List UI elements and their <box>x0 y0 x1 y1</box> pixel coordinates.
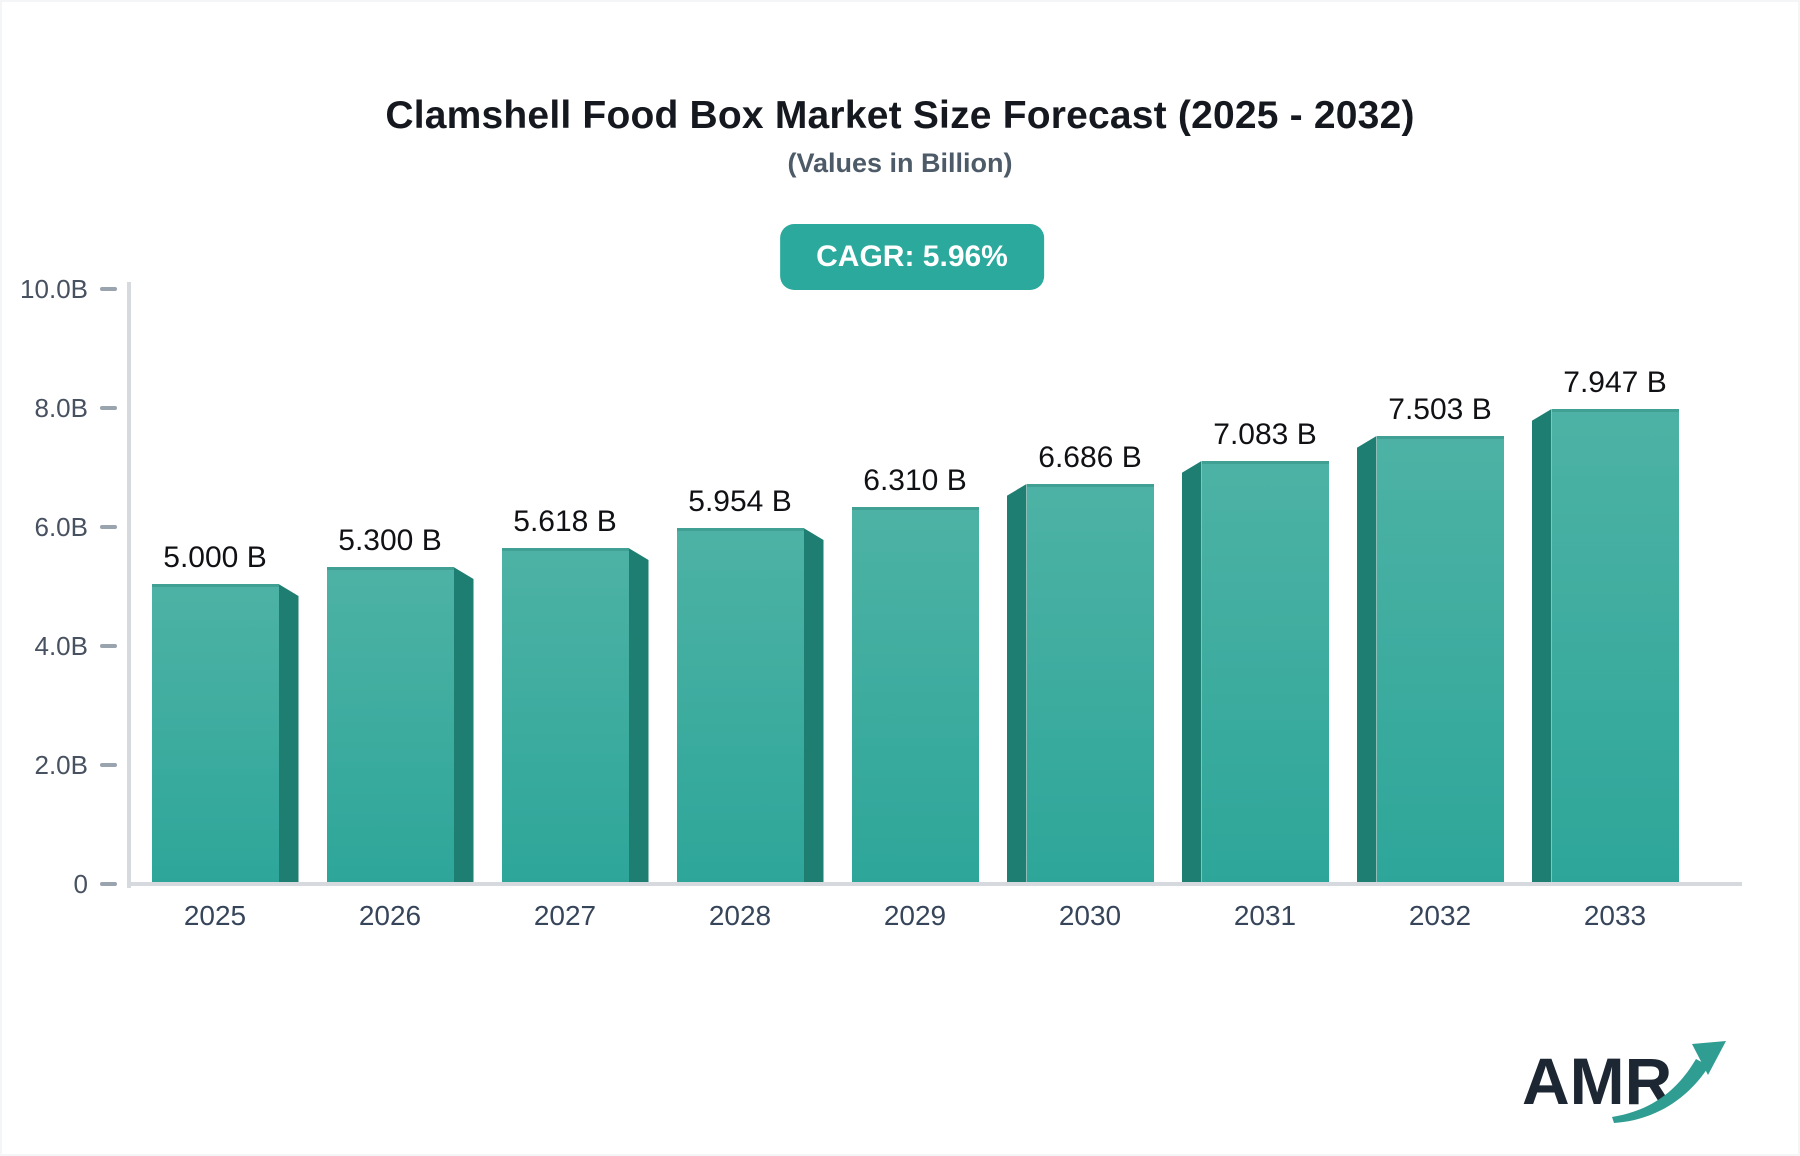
y-tick-label: 0 <box>73 869 88 899</box>
y-tick-label: 10.0B <box>20 274 88 304</box>
bar-value-label: 7.947 B <box>1563 366 1667 399</box>
bar-2029 <box>851 507 979 882</box>
bar-value-label: 6.310 B <box>863 464 967 497</box>
y-tick-dash <box>100 525 117 529</box>
bar-value-label: 7.503 B <box>1388 393 1492 426</box>
bar-value-label: 6.686 B <box>1038 441 1142 474</box>
y-tick-label: 6.0B <box>34 512 89 542</box>
bar-2028 <box>676 528 804 882</box>
bar-2027 <box>501 548 629 882</box>
bar-side-shade-2025 <box>278 584 299 882</box>
y-tick-dash <box>100 882 117 886</box>
y-axis-line <box>127 282 131 888</box>
chart-subtitle: (Values in Billion) <box>787 148 1013 178</box>
bar-value-label: 5.000 B <box>163 541 267 574</box>
x-tick-label-2029: 2029 <box>883 900 947 931</box>
bar-side-shade-2030 <box>1006 484 1027 882</box>
cagr-badge: CAGR: 5.96% <box>780 224 1044 290</box>
x-tick-label-2028: 2028 <box>708 900 772 931</box>
x-tick-label-2032: 2032 <box>1408 900 1472 931</box>
bar-2033 <box>1551 409 1679 882</box>
amr-logo-arrow-swoosh-icon <box>1612 1059 1709 1123</box>
bar-side-shade-2026 <box>453 567 474 882</box>
y-tick-label: 4.0B <box>34 631 89 661</box>
y-tick-dash <box>100 406 117 410</box>
amr-logo-arrowhead-icon <box>1692 1041 1726 1075</box>
x-tick-label-2026: 2026 <box>358 900 422 931</box>
x-tick-label-2033: 2033 <box>1583 900 1647 931</box>
y-tick-dash <box>100 287 117 291</box>
amr-logo-text: AMR <box>1522 1044 1672 1118</box>
y-tick-label: 8.0B <box>34 393 89 423</box>
bar-value-label: 5.618 B <box>513 505 617 538</box>
x-axis-line <box>127 882 1742 886</box>
bar-value-label: 5.300 B <box>338 524 442 557</box>
bar-side-shade-2033 <box>1531 409 1552 882</box>
chart-title: Clamshell Food Box Market Size Forecast … <box>385 94 1415 137</box>
bar-2031 <box>1201 461 1329 882</box>
bar-side-shade-2031 <box>1181 461 1202 882</box>
bar-2032 <box>1376 436 1504 882</box>
bar-side-shade-2028 <box>803 528 824 882</box>
y-tick-dash <box>100 763 117 767</box>
bar-2026 <box>326 567 454 882</box>
bar-value-label: 5.954 B <box>688 485 792 518</box>
bar-side-shade-2032 <box>1356 436 1377 882</box>
y-tick-dash <box>100 644 117 648</box>
bar-2025 <box>151 584 279 882</box>
x-tick-label-2031: 2031 <box>1233 900 1297 931</box>
x-tick-label-2030: 2030 <box>1058 900 1122 931</box>
x-tick-label-2027: 2027 <box>533 900 597 931</box>
bar-2030 <box>1026 484 1154 882</box>
bar-side-shade-2027 <box>628 548 649 882</box>
bar-value-label: 7.083 B <box>1213 418 1317 451</box>
x-tick-label-2025: 2025 <box>183 900 247 931</box>
y-tick-label: 2.0B <box>34 750 89 780</box>
amr-logo: AMR <box>1522 1041 1726 1123</box>
